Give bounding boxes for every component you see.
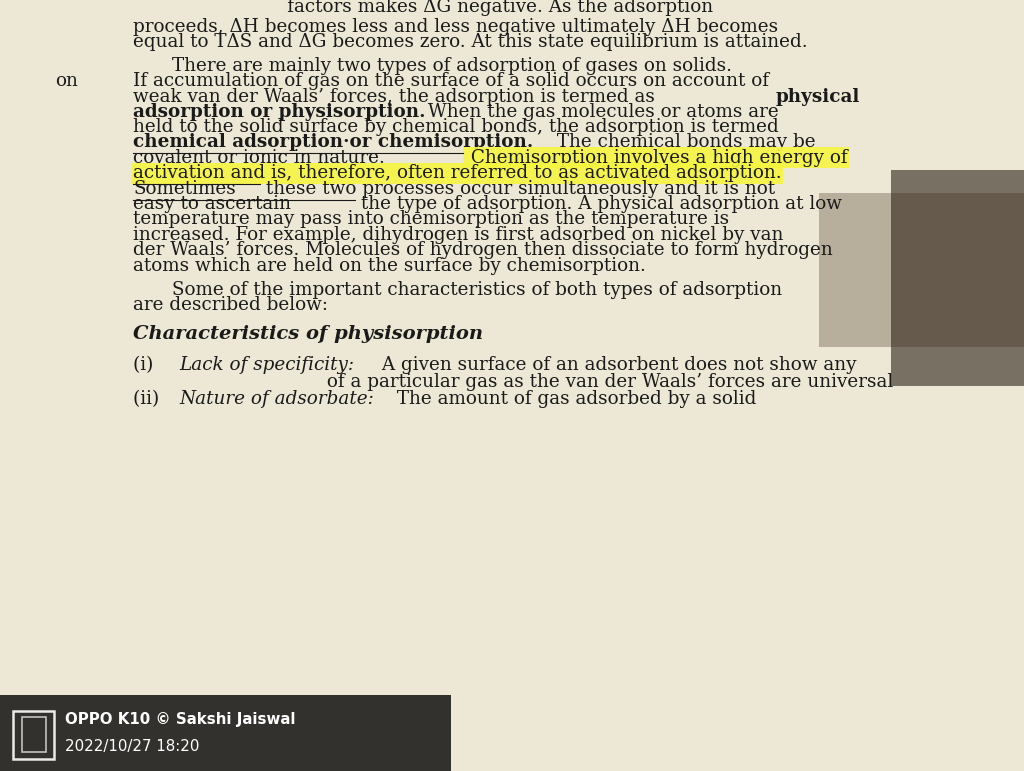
- Text: these two processes occur simultaneously and it is not: these two processes occur simultaneously…: [260, 180, 775, 197]
- Text: equal to TΔS and ΔG becomes zero. At this state equilibrium is attained.: equal to TΔS and ΔG becomes zero. At thi…: [133, 33, 808, 51]
- Text: A given surface of an adsorbent does not show any: A given surface of an adsorbent does not…: [376, 356, 856, 374]
- Text: held to the solid surface by chemical bonds, the adsorption is termed: held to the solid surface by chemical bo…: [133, 118, 779, 136]
- Bar: [0, 695, 451, 771]
- Text: There are mainly two types of adsorption of gases on solids.: There are mainly two types of adsorption…: [172, 57, 732, 75]
- Text: factors makes ΔG negative. As the adsorption: factors makes ΔG negative. As the adsorp…: [133, 0, 714, 15]
- Bar: [22, 717, 46, 752]
- Text: physical: physical: [775, 88, 859, 106]
- Bar: [819, 193, 1024, 347]
- Text: covalent or ionic in nature.: covalent or ionic in nature.: [133, 149, 385, 167]
- Text: Chemisorption involves a high energy of: Chemisorption involves a high energy of: [465, 149, 848, 167]
- Text: OPPO K10 © Sakshi Jaiswal: OPPO K10 © Sakshi Jaiswal: [65, 712, 295, 727]
- Text: are described below:: are described below:: [133, 296, 328, 314]
- Text: 2022/10/27 18:20: 2022/10/27 18:20: [65, 739, 199, 753]
- Text: If accumulation of gas on the surface of a solid occurs on account of: If accumulation of gas on the surface of…: [133, 72, 769, 90]
- Bar: [891, 170, 1024, 386]
- Text: Characteristics of physisorption: Characteristics of physisorption: [133, 325, 483, 342]
- Text: Nature of adsorbate:: Nature of adsorbate:: [179, 390, 374, 408]
- Text: The chemical bonds may be: The chemical bonds may be: [551, 133, 815, 151]
- Text: increased. For example, dihydrogen is first adsorbed on nickel by van: increased. For example, dihydrogen is fi…: [133, 226, 783, 244]
- Text: the type of adsorption. A physical adsorption at low: the type of adsorption. A physical adsor…: [355, 195, 843, 213]
- Text: (ii): (ii): [133, 390, 165, 408]
- Text: activation and is, therefore, often referred to as activated adsorption.: activation and is, therefore, often refe…: [133, 164, 781, 182]
- Text: Some of the important characteristics of both types of adsorption: Some of the important characteristics of…: [172, 281, 782, 298]
- Text: temperature may pass into chemisorption as the temperature is: temperature may pass into chemisorption …: [133, 210, 729, 228]
- Text: atoms which are held on the surface by chemisorption.: atoms which are held on the surface by c…: [133, 257, 646, 274]
- Text: When the gas molecules or atoms are: When the gas molecules or atoms are: [422, 103, 778, 121]
- Text: proceeds, ΔH becomes less and less negative ultimately ΔH becomes: proceeds, ΔH becomes less and less negat…: [133, 18, 778, 35]
- Text: Sometimes: Sometimes: [133, 180, 236, 197]
- Text: Lack of specificity:: Lack of specificity:: [179, 356, 354, 374]
- Text: weak van der Waals’ forces, the adsorption is termed as: weak van der Waals’ forces, the adsorpti…: [133, 88, 660, 106]
- Text: easy to ascertain: easy to ascertain: [133, 195, 291, 213]
- Text: The amount of gas adsorbed by a solid: The amount of gas adsorbed by a solid: [391, 390, 757, 408]
- Bar: [13, 711, 54, 759]
- Text: (i): (i): [133, 356, 165, 374]
- Text: chemical adsorption·or chemisorption.: chemical adsorption·or chemisorption.: [133, 133, 534, 151]
- Text: of a particular gas as the van der Waals’ forces are universal: of a particular gas as the van der Waals…: [133, 373, 893, 391]
- Text: der Waals’ forces. Molecules of hydrogen then dissociate to form hydrogen: der Waals’ forces. Molecules of hydrogen…: [133, 241, 833, 259]
- Text: adsorption or physisorption.: adsorption or physisorption.: [133, 103, 426, 121]
- Text: on: on: [55, 72, 78, 90]
